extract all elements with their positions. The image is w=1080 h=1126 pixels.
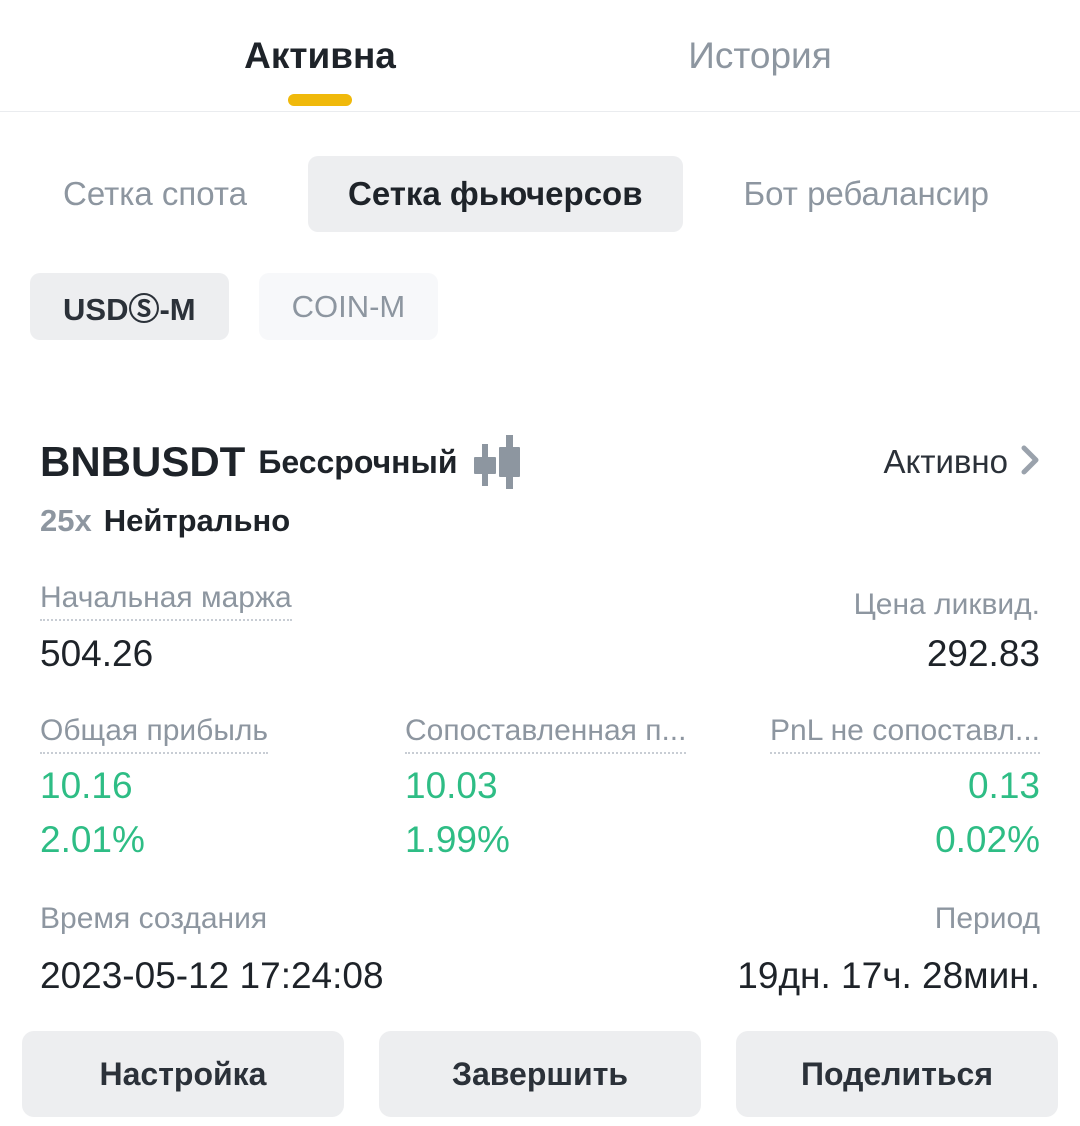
stat-row-margin-values: 504.26 292.83 <box>40 635 1040 672</box>
pair-row: BNBUSDT Бессрочный Активно <box>40 435 1040 489</box>
total-profit-column: Общая прибыль 10.16 2.01% <box>40 714 405 858</box>
initial-margin-label[interactable]: Начальная маржа <box>40 581 292 621</box>
contract-type-bar: USDⓈ-M COIN-M <box>30 273 1080 340</box>
leverage-row: 25x Нейтрально <box>40 503 1040 539</box>
tab-active[interactable]: Активна <box>100 0 540 111</box>
filter-spot-grid[interactable]: Сетка спота <box>30 175 280 213</box>
tab-history-label: История <box>688 34 832 76</box>
total-profit-value: 10.16 <box>40 765 133 806</box>
stat-row-time-values: 2023-05-12 17:24:08 19дн. 17ч. 28мин. <box>40 957 1040 994</box>
period-value: 19дн. 17ч. 28мин. <box>737 955 1040 996</box>
chip-coinm[interactable]: COIN-M <box>258 273 439 340</box>
chip-coinm-label: COIN-M <box>291 288 406 324</box>
filter-rebalancing-bot[interactable]: Бот ребалансир <box>711 175 1023 213</box>
liq-price-value: 292.83 <box>926 633 1040 674</box>
stat-row-time-labels: Время создания Период <box>40 902 1040 935</box>
chevron-right-icon <box>1020 444 1040 481</box>
strategy-filter-bar: Сетка спота Сетка фьючерсов Бот ребаланс… <box>30 155 1080 233</box>
settings-button[interactable]: Настройка <box>22 1031 344 1117</box>
total-profit-percent: 2.01% <box>40 819 145 860</box>
stat-row-margin-labels: Начальная маржа Цена ликвид. <box>40 581 1040 621</box>
chip-usdm[interactable]: USDⓈ-M <box>30 273 229 340</box>
period-label: Период <box>934 902 1040 935</box>
chip-usdm-label: USDⓈ-M <box>63 292 196 327</box>
unmatched-pnl-percent: 0.02% <box>935 819 1040 860</box>
matched-profit-value: 10.03 <box>405 765 498 806</box>
filter-spot-grid-label: Сетка спота <box>63 175 247 212</box>
created-label: Время создания <box>40 902 268 935</box>
matched-profit-label[interactable]: Сопоставленная п... <box>405 714 687 754</box>
candlestick-icon <box>472 435 520 489</box>
bot-card: BNBUSDT Бессрочный Активно 25x Нейтр <box>40 435 1040 994</box>
status-badge: Активно <box>883 443 1008 480</box>
terminate-button[interactable]: Завершить <box>379 1031 701 1117</box>
leverage-value: 25x <box>40 503 92 538</box>
pair-symbol: BNBUSDT <box>40 438 246 485</box>
filter-rebalancing-bot-label: Бот ребалансир <box>743 175 990 212</box>
unmatched-pnl-value: 0.13 <box>967 765 1040 806</box>
matched-profit-column: Сопоставленная п... 10.03 1.99% <box>405 714 770 858</box>
action-button-row: Настройка Завершить Поделиться <box>22 1031 1058 1117</box>
tab-history[interactable]: История <box>540 0 980 111</box>
unmatched-pnl-column: PnL не сопоставл... 0.13 0.02% <box>770 714 1040 858</box>
total-profit-label[interactable]: Общая прибыль <box>40 714 269 754</box>
unmatched-pnl-label[interactable]: PnL не сопоставл... <box>770 714 1040 754</box>
mode-label: Нейтрально <box>103 503 291 538</box>
initial-margin-value: 504.26 <box>40 633 154 674</box>
tab-active-label: Активна <box>244 34 396 76</box>
share-button[interactable]: Поделиться <box>736 1031 1058 1117</box>
filter-futures-grid[interactable]: Сетка фьючерсов <box>307 156 683 232</box>
contract-kind-label: Бессрочный <box>258 443 458 480</box>
created-value: 2023-05-12 17:24:08 <box>40 955 384 996</box>
status-link[interactable]: Активно <box>884 443 1040 481</box>
filter-futures-grid-label: Сетка фьючерсов <box>347 175 643 212</box>
matched-profit-percent: 1.99% <box>405 819 510 860</box>
liq-price-label: Цена ликвид. <box>853 588 1040 621</box>
profit-grid: Общая прибыль 10.16 2.01% Сопоставленная… <box>40 714 1040 858</box>
top-tab-bar: Активна История <box>0 0 1080 112</box>
